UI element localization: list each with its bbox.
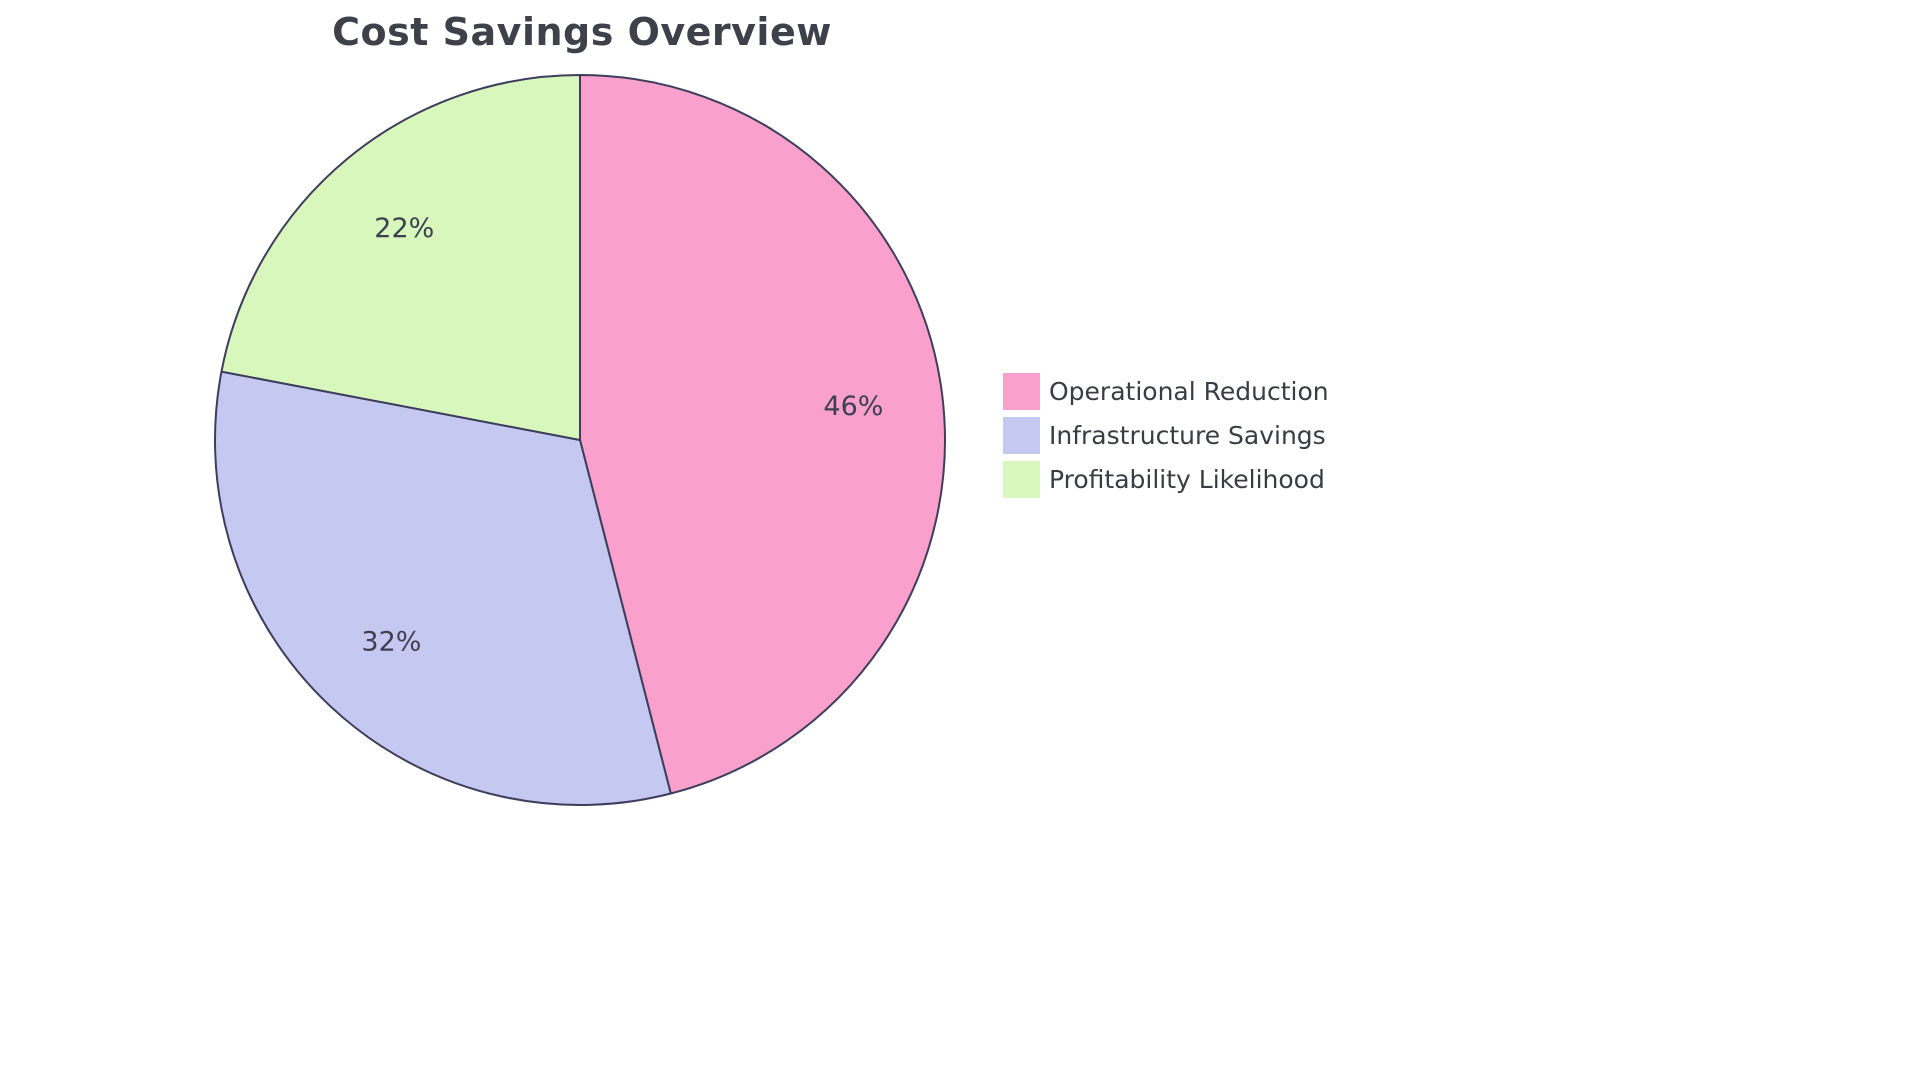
legend-swatch [1003, 373, 1040, 410]
legend-item: Profitability Likelihood [1003, 461, 1329, 498]
legend-item: Infrastructure Savings [1003, 417, 1329, 454]
chart-title: Cost Savings Overview [332, 10, 832, 54]
legend-label: Profitability Likelihood [1049, 465, 1325, 494]
legend-swatch [1003, 461, 1040, 498]
pie-slice-1 [214, 370, 672, 806]
legend-label: Infrastructure Savings [1049, 421, 1326, 450]
pie-slice-percent-label: 22% [374, 213, 434, 244]
legend-item: Operational Reduction [1003, 373, 1329, 410]
legend-swatch [1003, 417, 1040, 454]
pie-slice-2 [220, 74, 581, 441]
pie-slice-percent-label: 32% [361, 626, 421, 657]
pie-slice-percent-label: 46% [823, 391, 883, 422]
legend-label: Operational Reduction [1049, 377, 1329, 406]
pie-slice-0 [579, 74, 946, 795]
chart-legend: Operational Reduction Infrastructure Savi… [1003, 373, 1329, 498]
